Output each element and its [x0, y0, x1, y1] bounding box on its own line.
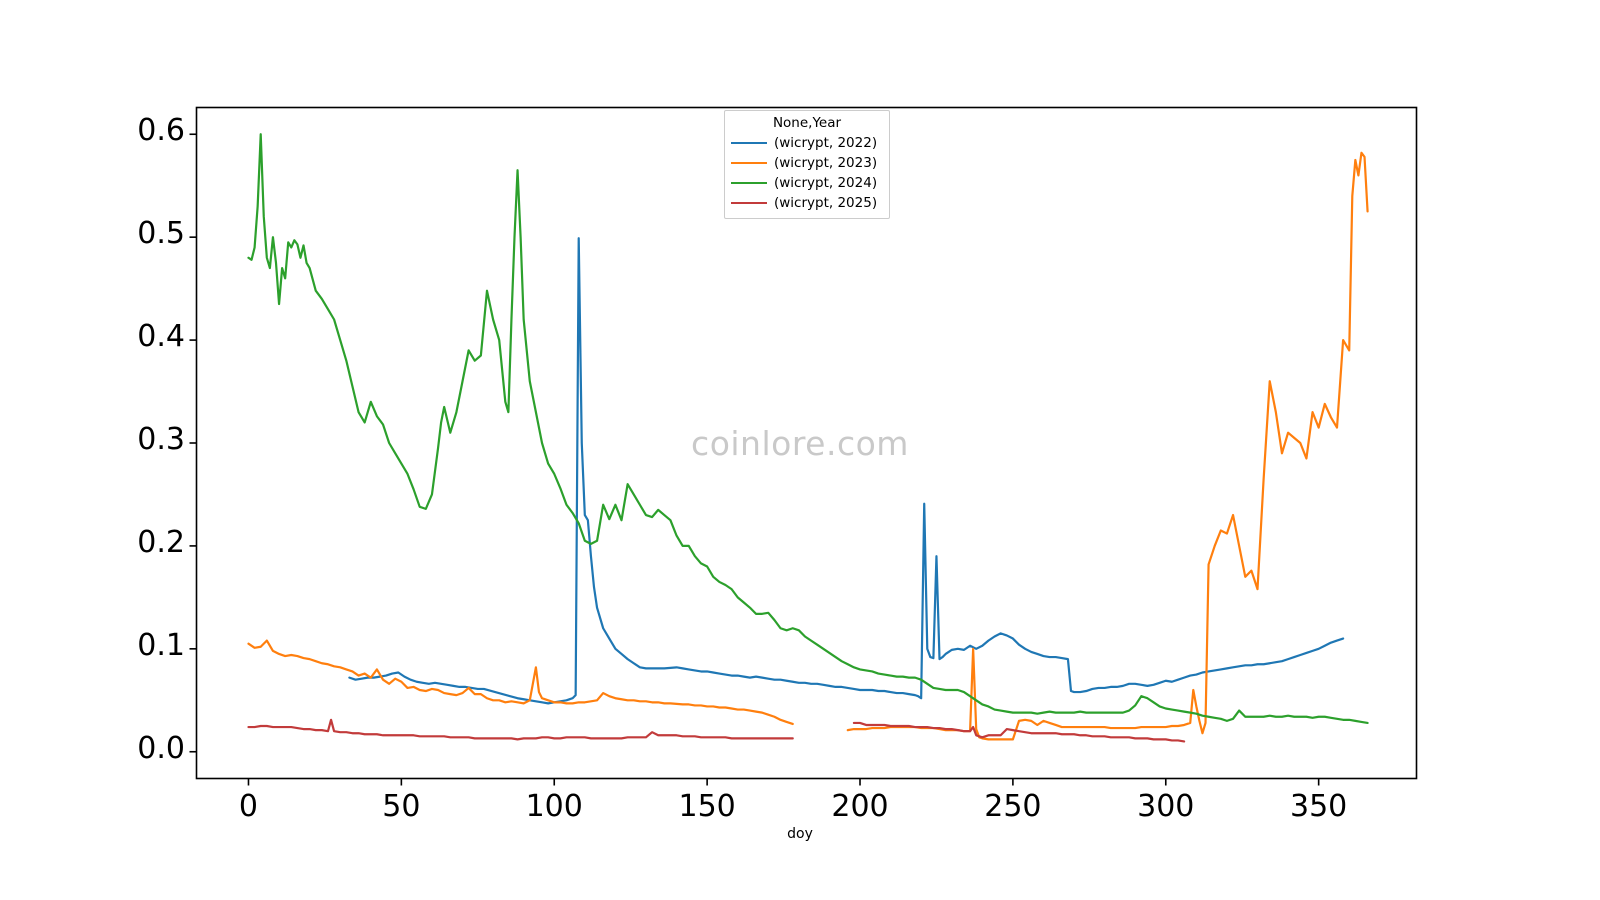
series-3	[247, 718, 1186, 743]
legend-item-0[interactable]: (wicrypt, 2022)	[731, 133, 883, 153]
legend-item-label: (wicrypt, 2022)	[774, 135, 878, 151]
y-tick-label: 0.3	[137, 422, 185, 457]
legend[interactable]: None,Year (wicrypt, 2022) (wicrypt, 2023)…	[724, 110, 890, 219]
x-tick-label: 250	[984, 788, 1042, 824]
y-tick-label: 0.0	[137, 730, 185, 766]
x-tick-label: 300	[1137, 788, 1195, 824]
series-line	[348, 237, 1345, 705]
x-tick-label: 350	[1290, 788, 1348, 824]
axes-frame	[195, 106, 1418, 780]
legend-item-1[interactable]: (wicrypt, 2023)	[731, 153, 883, 173]
y-tick-label: 0.6	[137, 113, 185, 149]
x-tick-label: 0	[238, 788, 259, 824]
watermark: coinlore.com	[691, 424, 909, 463]
x-tick-label: 150	[678, 788, 736, 824]
x-tick-label: 200	[831, 788, 889, 824]
x-tick-label: 100	[525, 788, 583, 824]
legend-color-swatch	[731, 182, 767, 184]
legend-item-3[interactable]: (wicrypt, 2025)	[731, 193, 883, 213]
x-axis-label: doy	[787, 826, 813, 842]
data-series-group	[247, 133, 1369, 743]
series-0	[348, 237, 1345, 705]
legend-item-label: (wicrypt, 2025)	[774, 195, 878, 211]
legend-color-swatch	[731, 162, 767, 164]
y-tick-label: 0.4	[137, 319, 185, 355]
series-line	[247, 639, 794, 726]
legend-item-2[interactable]: (wicrypt, 2024)	[731, 173, 883, 193]
x-tick-label: 50	[382, 788, 421, 824]
legend-color-swatch	[731, 142, 767, 144]
legend-item-label: (wicrypt, 2024)	[774, 175, 878, 191]
tick-marks	[189, 133, 1320, 786]
series-line	[247, 133, 1369, 725]
legend-color-swatch	[731, 202, 767, 204]
y-tick-label: 0.2	[137, 524, 185, 560]
legend-title: None,Year	[772, 115, 842, 131]
y-tick-label: 0.5	[137, 216, 185, 252]
legend-item-label: (wicrypt, 2023)	[774, 155, 878, 171]
y-tick-label: 0.1	[137, 627, 185, 663]
series-2	[247, 133, 1369, 725]
series-line	[247, 718, 794, 741]
legend-rows: (wicrypt, 2022) (wicrypt, 2023) (wicrypt, …	[731, 133, 883, 213]
series-line	[852, 721, 1186, 743]
